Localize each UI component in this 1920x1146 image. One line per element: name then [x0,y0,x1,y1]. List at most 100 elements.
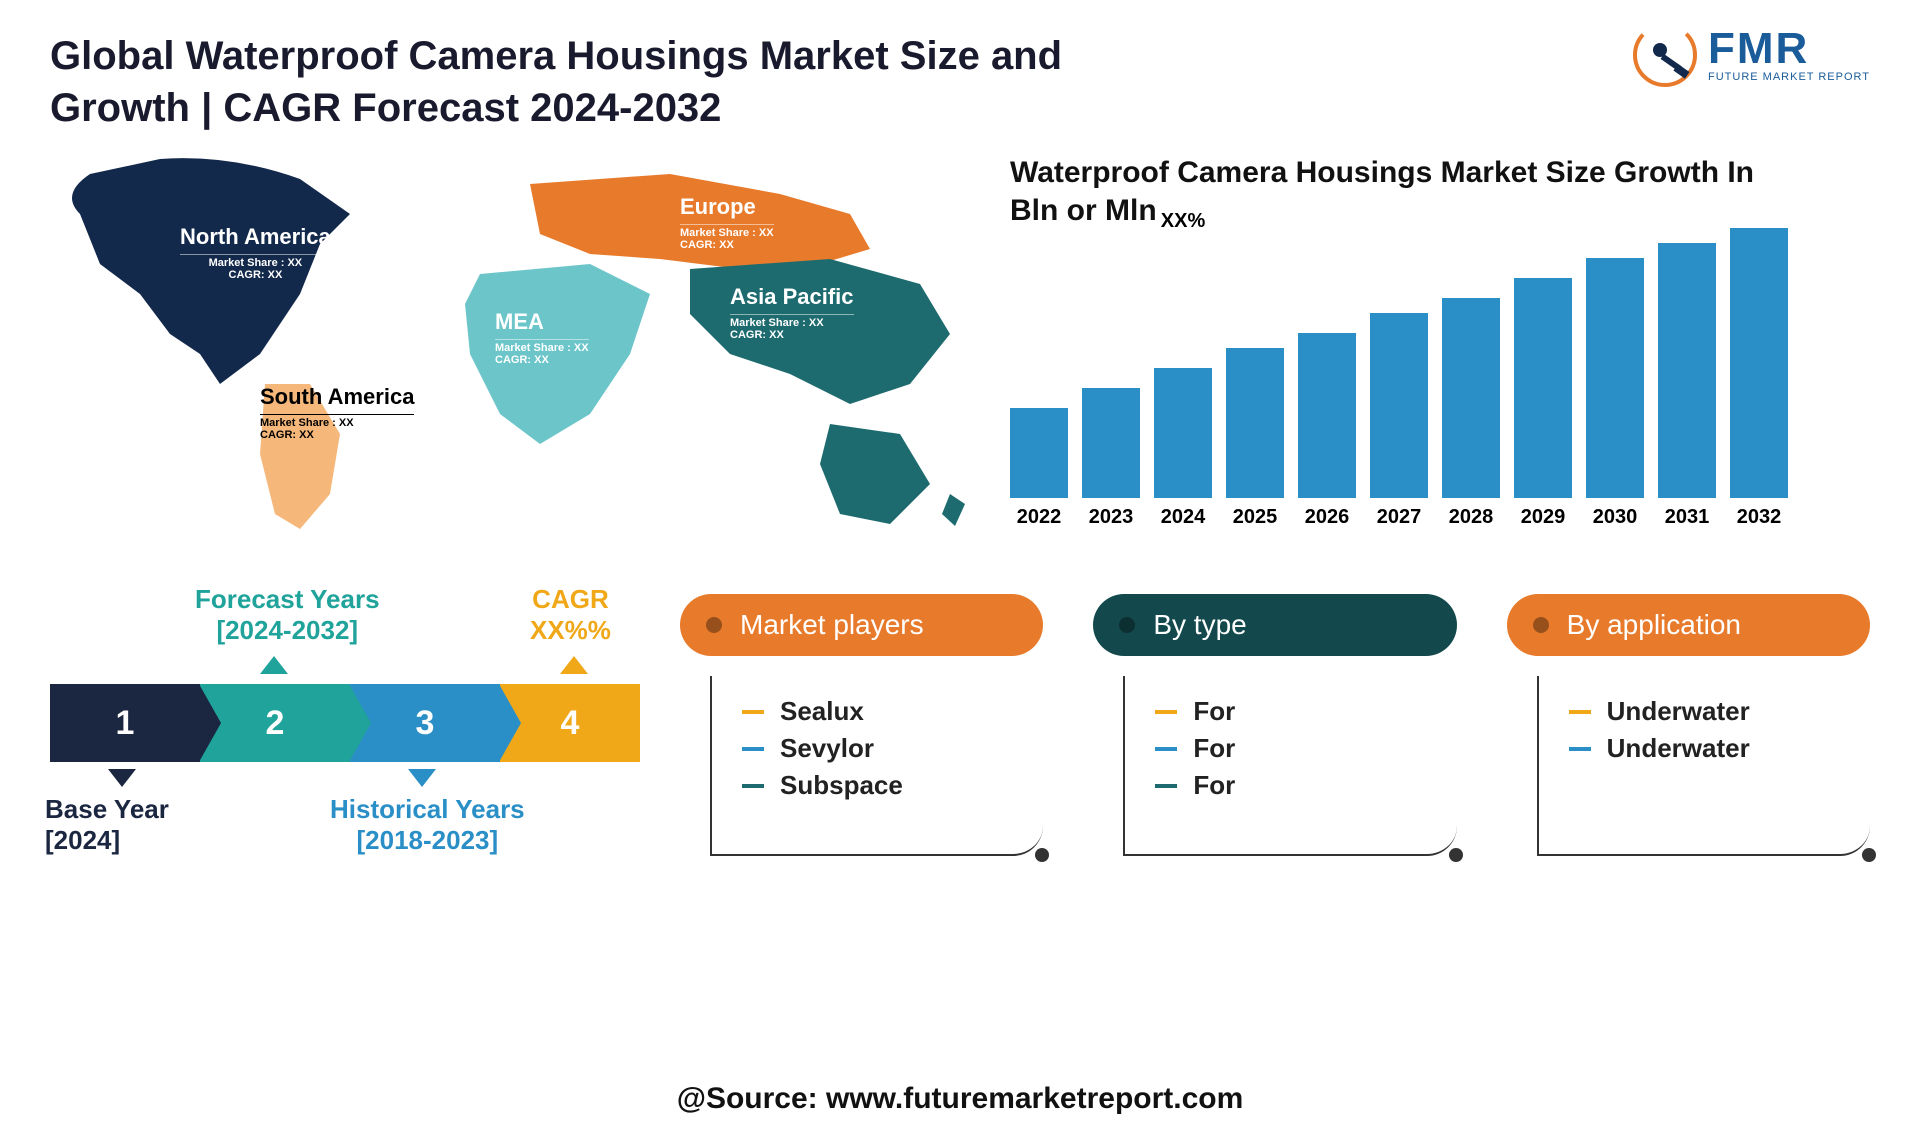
category-title: By application [1567,609,1741,641]
bar-2029: 2029 [1514,278,1572,529]
chart-title: Waterproof Camera Housings Market Size G… [1010,154,1870,229]
cagr-value: XX%% [530,615,611,645]
region-eu-label: Europe Market Share : XX CAGR: XX [680,194,774,251]
hist-range: [2018-2023] [357,825,499,855]
timeline-seg-2: 2 [200,684,350,762]
bar-year: 2022 [1017,506,1062,529]
bar-rect [1658,243,1716,498]
bar-rect [1154,368,1212,498]
region-eu-cagr: CAGR: XX [680,239,734,251]
category-header: By type [1093,594,1456,656]
bullet-icon [1119,617,1135,633]
logo-subtitle: FUTURE MARKET REPORT [1708,71,1870,83]
cagr-label: CAGR XX%% [530,584,611,646]
category-header: Market players [680,594,1043,656]
category-box: By type For For For [1093,594,1456,856]
bar-rect [1730,228,1788,498]
cagr-label-text: CAGR [532,584,609,614]
category-title: By type [1153,609,1246,641]
category-body: Sealux Sevylor Subspace [710,676,1043,856]
bar-year: 2031 [1665,506,1710,529]
timeline-seg-3: 3 [350,684,500,762]
category-item: For [1155,770,1446,801]
logo-icon [1630,20,1700,90]
category-item: For [1155,696,1446,727]
region-mea-label: MEA Market Share : XX CAGR: XX [495,309,589,366]
region-sa-name: South America [260,384,414,409]
category-body: For For For [1123,676,1456,856]
bar-2028: 2028 [1442,298,1500,529]
region-mea-share: Market Share : XX [495,342,589,354]
timeline: Forecast Years [2024-2032] CAGR XX%% 123… [50,594,640,856]
bullet-icon [1533,617,1549,633]
bar-2025: 2025 [1226,348,1284,529]
tick-icon [742,784,764,788]
region-ap-cagr: CAGR: XX [730,329,784,341]
region-mea-name: MEA [495,309,544,334]
bar-rect [1514,278,1572,498]
category-header: By application [1507,594,1870,656]
tick-icon [1155,784,1177,788]
category-item-text: Sevylor [780,733,874,764]
base-arrow-icon [108,769,136,787]
category-item: Subspace [742,770,1033,801]
bar-2024: XX%2024 [1154,368,1212,529]
region-mea-cagr: CAGR: XX [495,354,549,366]
tick-icon [1155,747,1177,751]
bar-2030: 2030 [1586,258,1644,529]
category-item: Sealux [742,696,1033,727]
category-item-text: For [1193,696,1235,727]
bar-year: 2024 [1161,506,1206,529]
region-sa-share: Market Share : XX [260,417,354,429]
hist-label: Historical Years [2018-2023] [330,794,525,856]
bar-rect [1298,333,1356,498]
source-text: @Source: www.futuremarketreport.com [0,1082,1920,1116]
cagr-arrow-icon [560,656,588,674]
region-na-cagr: CAGR: XX [229,269,283,281]
category-box: Market players Sealux Sevylor Subspace [680,594,1043,856]
tick-icon [1569,710,1591,714]
bar-rect [1082,388,1140,498]
category-item-text: For [1193,770,1235,801]
bar-2032: XX%2032 [1730,228,1788,529]
bar-year: 2023 [1089,506,1134,529]
region-na-share: Market Share : XX [209,257,303,269]
bar-rect [1370,313,1428,498]
bar-year: 2029 [1521,506,1566,529]
world-map: North America Market Share : XX CAGR: XX… [50,154,970,534]
category-title: Market players [740,609,924,641]
bar-rect [1226,348,1284,498]
forecast-label-text: Forecast Years [195,584,380,614]
tick-icon [1155,710,1177,714]
bar-rect [1586,258,1644,498]
bar-rect [1442,298,1500,498]
region-ap-name: Asia Pacific [730,284,854,309]
tick-icon [1569,747,1591,751]
bar-year: 2027 [1377,506,1422,529]
tick-icon [742,747,764,751]
bar-2022: 2022 [1010,408,1068,529]
hist-label-text: Historical Years [330,794,525,824]
category-item: Underwater [1569,733,1860,764]
category-body: Underwater Underwater [1537,676,1870,856]
region-ap-share: Market Share : XX [730,317,824,329]
bar-year: 2032 [1737,506,1782,529]
timeline-seg-4: 4 [500,684,640,762]
bar-rect [1010,408,1068,498]
base-range: [2024] [45,825,120,855]
category-item-text: For [1193,733,1235,764]
logo-title: FMR [1708,27,1870,71]
bar-year: 2025 [1233,506,1278,529]
category-item: Underwater [1569,696,1860,727]
bar-top-2024: XX% [1161,210,1205,233]
bar-2031: 2031 [1658,243,1716,529]
category-item-text: Underwater [1607,696,1750,727]
category-item-text: Underwater [1607,733,1750,764]
timeline-seg-1: 1 [50,684,200,762]
bar-2027: 2027 [1370,313,1428,529]
category-box: By application Underwater Underwater [1507,594,1870,856]
category-item: For [1155,733,1446,764]
brand-logo: FMR FUTURE MARKET REPORT [1630,20,1870,90]
hist-arrow-icon [408,769,436,787]
page-title: Global Waterproof Camera Housings Market… [50,30,1210,134]
